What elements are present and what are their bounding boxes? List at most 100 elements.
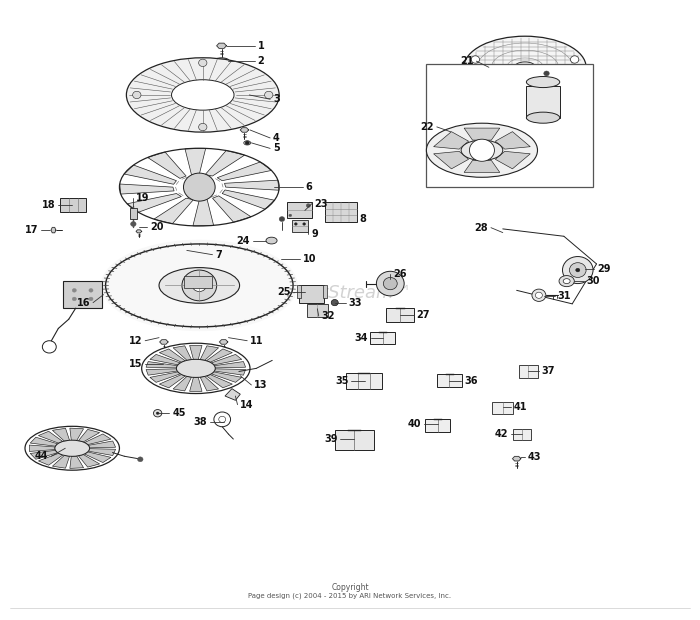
Circle shape (156, 412, 159, 414)
Polygon shape (150, 355, 181, 365)
Circle shape (137, 457, 143, 462)
Text: 36: 36 (464, 376, 477, 386)
Polygon shape (185, 148, 206, 175)
Circle shape (471, 56, 480, 63)
Polygon shape (190, 345, 202, 360)
Circle shape (307, 204, 310, 207)
Ellipse shape (176, 360, 216, 378)
Polygon shape (150, 372, 181, 383)
Text: 35: 35 (335, 376, 349, 386)
Ellipse shape (426, 123, 538, 177)
Bar (526, 86, 560, 118)
Polygon shape (433, 131, 468, 149)
Bar (437, 374, 462, 388)
Circle shape (199, 59, 207, 66)
Ellipse shape (559, 276, 574, 286)
Polygon shape (240, 128, 248, 132)
Circle shape (265, 91, 273, 99)
Circle shape (182, 270, 217, 301)
Circle shape (570, 71, 579, 79)
Text: 39: 39 (324, 434, 337, 444)
Ellipse shape (461, 140, 503, 161)
Polygon shape (146, 369, 177, 375)
Circle shape (570, 56, 579, 63)
Ellipse shape (266, 237, 277, 244)
Text: 18: 18 (42, 200, 55, 210)
Text: Copyright: Copyright (331, 583, 369, 592)
Text: 12: 12 (129, 335, 142, 346)
Text: Page design (c) 2004 - 2015 by ARI Network Services, Inc.: Page design (c) 2004 - 2015 by ARI Netwo… (248, 593, 452, 599)
Text: 10: 10 (303, 254, 316, 264)
Circle shape (199, 123, 207, 131)
Polygon shape (173, 346, 192, 360)
Circle shape (331, 299, 338, 306)
Text: 29: 29 (597, 264, 610, 274)
Text: 33: 33 (349, 298, 362, 308)
Polygon shape (464, 128, 500, 140)
Polygon shape (433, 151, 468, 169)
Bar (184, 276, 212, 288)
Circle shape (181, 249, 183, 252)
Polygon shape (38, 432, 63, 443)
Polygon shape (136, 230, 141, 233)
Circle shape (532, 289, 546, 301)
Polygon shape (233, 371, 244, 380)
Polygon shape (124, 165, 176, 184)
Bar (300, 285, 324, 303)
Polygon shape (52, 456, 69, 468)
Circle shape (384, 277, 397, 290)
Text: 7: 7 (216, 250, 222, 260)
Polygon shape (146, 361, 177, 368)
Text: 44: 44 (35, 451, 48, 461)
Circle shape (72, 297, 76, 301)
Ellipse shape (526, 76, 560, 87)
Text: 24: 24 (237, 236, 250, 246)
Text: 30: 30 (587, 276, 601, 286)
Polygon shape (154, 198, 193, 224)
Circle shape (89, 288, 93, 292)
Polygon shape (190, 378, 202, 391)
Text: 6: 6 (306, 182, 312, 192)
Ellipse shape (564, 278, 570, 283)
Polygon shape (88, 449, 116, 456)
Text: 4: 4 (273, 133, 280, 143)
Bar (426, 64, 593, 187)
Polygon shape (70, 428, 83, 440)
Polygon shape (214, 361, 246, 368)
Circle shape (377, 272, 404, 296)
Circle shape (303, 223, 306, 225)
Circle shape (544, 71, 550, 76)
Ellipse shape (172, 80, 234, 110)
Ellipse shape (127, 58, 279, 132)
Bar (335, 430, 374, 450)
Text: 8: 8 (360, 214, 367, 224)
Circle shape (177, 246, 187, 255)
Text: 25: 25 (276, 286, 290, 296)
Text: 11: 11 (250, 335, 263, 346)
Polygon shape (193, 200, 214, 226)
Polygon shape (70, 456, 83, 468)
Circle shape (471, 71, 480, 79)
Text: 21: 21 (460, 56, 474, 66)
Text: 22: 22 (421, 122, 434, 132)
Polygon shape (225, 180, 279, 190)
Bar (386, 308, 414, 322)
Text: 17: 17 (25, 225, 38, 235)
Polygon shape (217, 43, 226, 48)
Circle shape (245, 141, 249, 144)
Text: 5: 5 (273, 143, 280, 153)
Circle shape (193, 279, 206, 291)
Polygon shape (38, 453, 63, 465)
Circle shape (569, 263, 586, 277)
Polygon shape (85, 452, 111, 463)
Text: 43: 43 (528, 453, 541, 463)
Text: 31: 31 (558, 291, 571, 301)
Polygon shape (200, 376, 218, 391)
Polygon shape (30, 437, 57, 446)
Circle shape (132, 91, 141, 99)
Text: 1: 1 (258, 41, 265, 51)
Bar (307, 304, 328, 317)
Circle shape (153, 410, 162, 417)
Bar (292, 219, 308, 232)
Text: ARI PartStream™: ARI PartStream™ (257, 284, 412, 302)
